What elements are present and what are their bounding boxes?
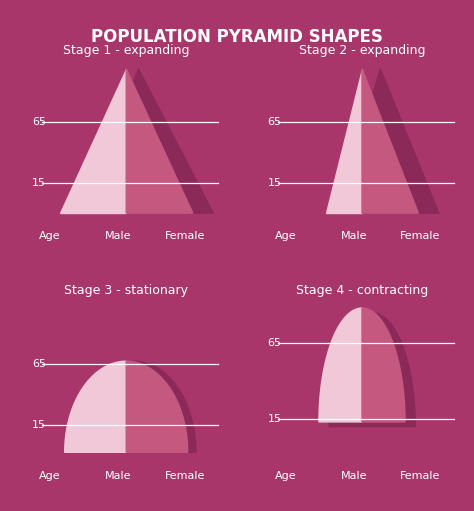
Text: Age: Age [275, 471, 297, 480]
Text: Male: Male [105, 471, 131, 480]
Text: 15: 15 [32, 178, 46, 188]
Text: 15: 15 [32, 420, 46, 430]
Text: Female: Female [400, 231, 441, 241]
Text: 65: 65 [32, 359, 46, 369]
Text: Age: Age [39, 231, 61, 241]
Polygon shape [126, 69, 193, 213]
Title: Stage 1 - expanding: Stage 1 - expanding [63, 44, 190, 57]
Polygon shape [326, 69, 362, 213]
Text: Male: Male [340, 471, 367, 480]
Text: Female: Female [164, 471, 205, 480]
Polygon shape [362, 308, 405, 422]
Text: Female: Female [164, 231, 205, 241]
Text: 15: 15 [268, 178, 282, 188]
Polygon shape [60, 69, 126, 213]
Text: 65: 65 [32, 117, 46, 127]
Text: Age: Age [39, 471, 61, 480]
Polygon shape [362, 69, 419, 213]
Text: Female: Female [400, 471, 441, 480]
Polygon shape [329, 313, 415, 427]
Text: Male: Male [105, 231, 131, 241]
Text: 65: 65 [268, 117, 282, 127]
Text: POPULATION PYRAMID SHAPES: POPULATION PYRAMID SHAPES [91, 28, 383, 46]
Text: 65: 65 [268, 338, 282, 348]
Polygon shape [80, 69, 213, 213]
Text: Male: Male [340, 231, 367, 241]
Polygon shape [337, 69, 439, 213]
Title: Stage 2 - expanding: Stage 2 - expanding [299, 44, 425, 57]
Title: Stage 4 - contracting: Stage 4 - contracting [296, 284, 428, 296]
Text: Age: Age [275, 231, 297, 241]
Polygon shape [126, 361, 188, 452]
Polygon shape [319, 308, 362, 422]
Polygon shape [65, 361, 126, 452]
Text: 15: 15 [268, 414, 282, 424]
Polygon shape [73, 361, 196, 452]
Title: Stage 3 - stationary: Stage 3 - stationary [64, 284, 188, 296]
